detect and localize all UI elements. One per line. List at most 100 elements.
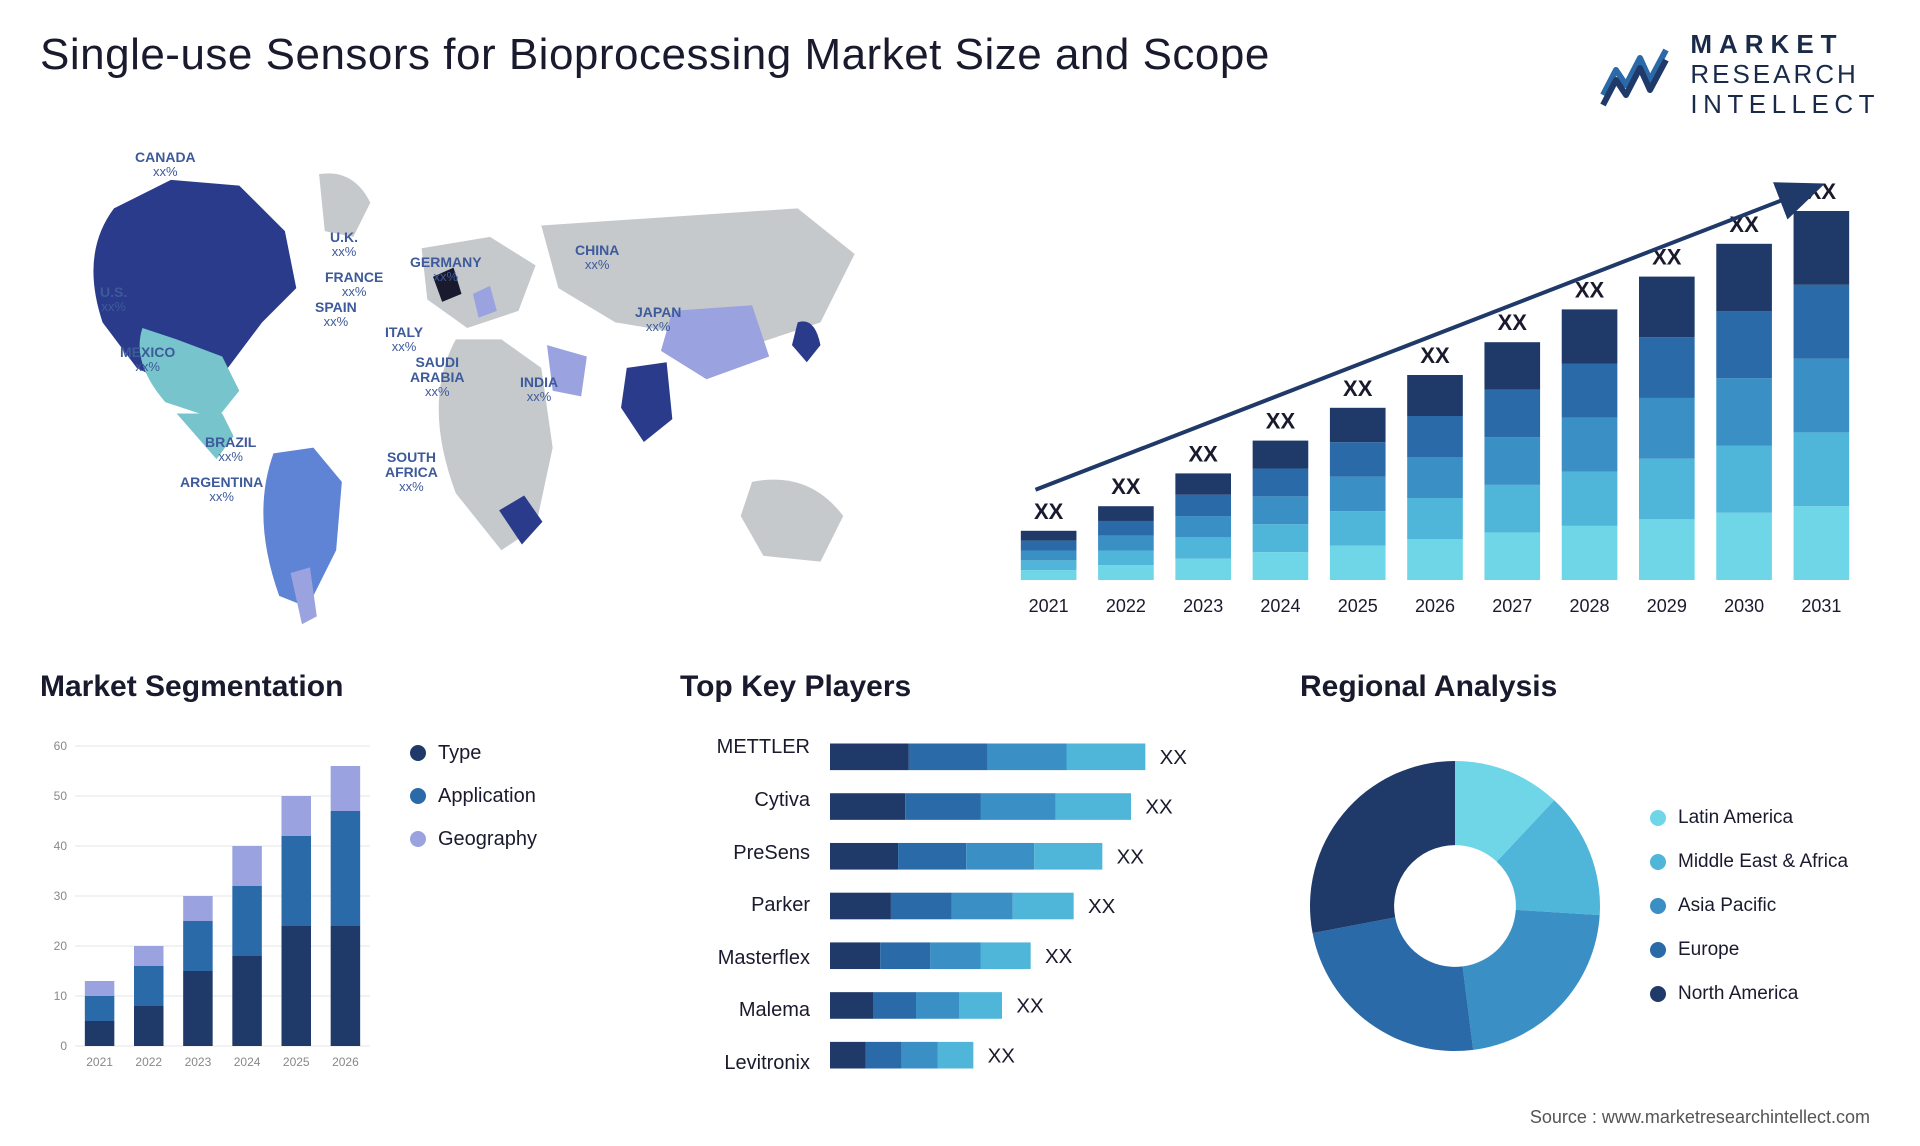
- svg-text:0: 0: [60, 1039, 67, 1053]
- map-label: SOUTHAFRICAxx%: [385, 450, 438, 495]
- svg-text:XX: XX: [1189, 441, 1219, 466]
- player-name: PreSens: [680, 842, 810, 865]
- legend-label: Application: [438, 785, 536, 808]
- svg-text:2022: 2022: [135, 1055, 162, 1069]
- svg-text:60: 60: [54, 739, 68, 753]
- upper-row: CANADAxx%U.S.xx%MEXICOxx%BRAZILxx%ARGENT…: [40, 140, 1880, 630]
- map-label: BRAZILxx%: [205, 435, 256, 465]
- page-title: Single-use Sensors for Bioprocessing Mar…: [40, 30, 1270, 80]
- map-label: INDIAxx%: [520, 375, 558, 405]
- legend-label: Latin America: [1678, 807, 1793, 829]
- svg-text:XX: XX: [1111, 474, 1141, 499]
- legend-item: Middle East & Africa: [1650, 851, 1880, 873]
- svg-text:2024: 2024: [234, 1055, 261, 1069]
- legend-label: Middle East & Africa: [1678, 851, 1848, 873]
- logo: MARKET RESEARCH INTELLECT: [1598, 30, 1880, 120]
- svg-text:XX: XX: [1117, 845, 1145, 868]
- logo-line2: RESEARCH: [1690, 60, 1880, 90]
- main-market-chart: XX2021XX2022XX2023XX2024XX2025XX2026XX20…: [980, 140, 1880, 630]
- map-label: U.K.xx%: [330, 230, 358, 260]
- player-name: Malema: [680, 999, 810, 1022]
- legend-dot: [1650, 854, 1666, 870]
- legend-dot: [410, 745, 426, 761]
- logo-icon: [1598, 40, 1678, 110]
- players-title: Top Key Players: [680, 670, 1260, 704]
- svg-text:30: 30: [54, 889, 68, 903]
- source-text: Source : www.marketresearchintellect.com: [1530, 1107, 1870, 1128]
- svg-text:10: 10: [54, 989, 68, 1003]
- legend-label: Asia Pacific: [1678, 895, 1776, 917]
- svg-text:2027: 2027: [1492, 596, 1532, 616]
- svg-text:50: 50: [54, 789, 68, 803]
- legend-dot: [1650, 810, 1666, 826]
- legend-item: Type: [410, 742, 640, 765]
- legend-label: North America: [1678, 983, 1798, 1005]
- players-names: METTLERCytivaPreSensParkerMasterflexMale…: [680, 722, 830, 1090]
- map-label: FRANCExx%: [325, 270, 383, 300]
- map-label: GERMANYxx%: [410, 255, 482, 285]
- svg-text:XX: XX: [1045, 945, 1073, 968]
- legend-dot: [410, 831, 426, 847]
- svg-text:XX: XX: [1145, 795, 1173, 818]
- svg-text:2028: 2028: [1570, 596, 1610, 616]
- svg-text:XX: XX: [1807, 179, 1837, 204]
- map-label: SPAINxx%: [315, 300, 357, 330]
- logo-line3: INTELLECT: [1690, 90, 1880, 120]
- players-chart: XXXXXXXXXXXXXX: [830, 722, 1260, 1090]
- header: Single-use Sensors for Bioprocessing Mar…: [40, 30, 1880, 120]
- regional-donut: [1300, 751, 1610, 1061]
- main-chart-svg: XX2021XX2022XX2023XX2024XX2025XX2026XX20…: [980, 140, 1880, 630]
- segmentation-legend: Type Application Geography: [410, 722, 640, 1090]
- svg-text:2026: 2026: [332, 1055, 359, 1069]
- svg-text:2021: 2021: [86, 1055, 113, 1069]
- svg-text:XX: XX: [1016, 994, 1044, 1017]
- legend-dot: [1650, 986, 1666, 1002]
- regional-panel: Regional Analysis Latin America Middle Ea…: [1300, 670, 1880, 1090]
- svg-text:2021: 2021: [1029, 596, 1069, 616]
- logo-line1: MARKET: [1690, 30, 1880, 60]
- svg-text:2030: 2030: [1724, 596, 1764, 616]
- legend-label: Europe: [1678, 939, 1739, 961]
- svg-text:20: 20: [54, 939, 68, 953]
- svg-text:2023: 2023: [1183, 596, 1223, 616]
- map-label: ARGENTINAxx%: [180, 475, 263, 505]
- legend-item: Europe: [1650, 939, 1880, 961]
- svg-text:40: 40: [54, 839, 68, 853]
- player-name: Cytiva: [680, 789, 810, 812]
- world-map-panel: CANADAxx%U.S.xx%MEXICOxx%BRAZILxx%ARGENT…: [40, 140, 940, 630]
- legend-label: Geography: [438, 828, 537, 851]
- map-label: CHINAxx%: [575, 243, 619, 273]
- svg-text:XX: XX: [1498, 310, 1528, 335]
- legend-dot: [410, 788, 426, 804]
- world-map: [40, 140, 940, 630]
- svg-text:XX: XX: [1088, 895, 1116, 918]
- svg-text:XX: XX: [988, 1044, 1016, 1067]
- lower-row: Market Segmentation 0 10 20 30 40 50 60 2021 202…: [40, 670, 1880, 1090]
- players-panel: Top Key Players METTLERCytivaPreSensPark…: [680, 670, 1260, 1090]
- legend-dot: [1650, 942, 1666, 958]
- player-name: METTLER: [680, 736, 810, 759]
- svg-text:2023: 2023: [185, 1055, 212, 1069]
- legend-label: Type: [438, 742, 481, 765]
- svg-text:2025: 2025: [283, 1055, 310, 1069]
- segmentation-chart: 0 10 20 30 40 50 60 2021 2022 2023 2024 2025 2026: [40, 722, 380, 1090]
- svg-text:2022: 2022: [1106, 596, 1146, 616]
- svg-text:2024: 2024: [1260, 596, 1300, 616]
- legend-dot: [1650, 898, 1666, 914]
- legend-item: Application: [410, 785, 640, 808]
- map-label: SAUDIARABIAxx%: [410, 355, 464, 400]
- map-label: CANADAxx%: [135, 150, 196, 180]
- svg-text:2026: 2026: [1415, 596, 1455, 616]
- svg-text:XX: XX: [1343, 375, 1373, 400]
- player-name: Masterflex: [680, 947, 810, 970]
- segmentation-panel: Market Segmentation 0 10 20 30 40 50 60 2021 202…: [40, 670, 640, 1090]
- map-label: MEXICOxx%: [120, 345, 175, 375]
- map-label: JAPANxx%: [635, 305, 681, 335]
- player-name: Levitronix: [680, 1052, 810, 1075]
- segmentation-title: Market Segmentation: [40, 670, 640, 704]
- regional-legend: Latin America Middle East & Africa Asia Pa…: [1650, 807, 1880, 1005]
- svg-text:2029: 2029: [1647, 596, 1687, 616]
- svg-text:2025: 2025: [1338, 596, 1378, 616]
- regional-title: Regional Analysis: [1300, 670, 1880, 704]
- svg-text:XX: XX: [1034, 498, 1064, 523]
